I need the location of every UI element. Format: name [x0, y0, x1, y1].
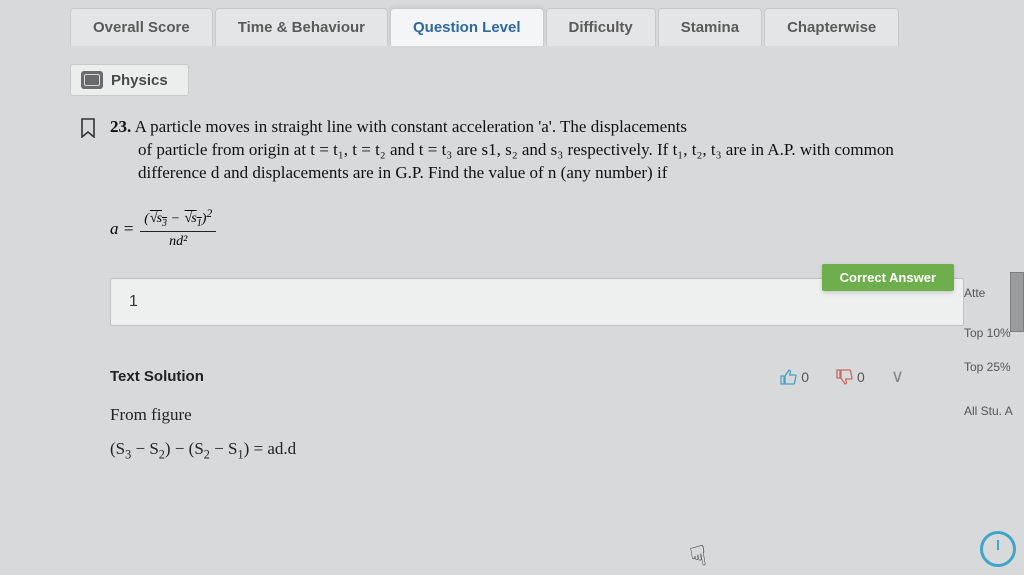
question-line-1: A particle moves in straight line with c…	[135, 117, 687, 136]
rail-label-top25: Top 25%	[960, 354, 1024, 380]
downvote-count: 0	[857, 369, 865, 385]
formula-lhs: a =	[110, 219, 134, 239]
collapse-icon[interactable]: ∨	[891, 366, 904, 387]
formula-numerator: (s3 − s1)2	[140, 207, 216, 232]
tab-chapterwise[interactable]: Chapterwise	[764, 8, 899, 46]
thumbs-down-icon	[835, 369, 853, 385]
question-line-2: of particle from origin at t = t₁, t = t…	[110, 139, 964, 185]
subject-label: Physics	[111, 72, 168, 89]
solution-title: Text Solution	[110, 368, 204, 385]
upvote-count: 0	[801, 369, 809, 385]
tab-time-behaviour[interactable]: Time & Behaviour	[215, 8, 388, 46]
subject-icon	[81, 71, 103, 89]
solution-body: From figure (S3 − S2) − (S2 − S1) = ad.d	[110, 405, 964, 462]
clock-icon[interactable]	[980, 531, 1016, 567]
tab-overall-score[interactable]: Overall Score	[70, 8, 213, 46]
tab-stamina[interactable]: Stamina	[658, 8, 762, 46]
formula-fraction: (s3 − s1)2 nd²	[140, 207, 216, 250]
subject-chip-physics[interactable]: Physics	[70, 64, 189, 96]
tab-question-level[interactable]: Question Level	[390, 8, 544, 46]
solution-line-2: (S3 − S2) − (S2 − S1) = ad.d	[110, 439, 964, 462]
subject-bar: Physics	[70, 64, 1024, 96]
report-tabs: Overall Score Time & Behaviour Question …	[0, 0, 1024, 46]
bookmark-icon[interactable]	[80, 118, 96, 138]
correct-answer-badge: Correct Answer	[822, 264, 954, 291]
formula-denominator: nd²	[169, 232, 187, 250]
solution-header: Text Solution 0 0 ∨	[110, 366, 964, 387]
question-number: 23.	[110, 117, 131, 136]
upvote-button[interactable]: 0	[779, 369, 809, 385]
vote-controls: 0 0 ∨	[779, 366, 904, 387]
question-area: 23. A particle moves in straight line wi…	[110, 116, 964, 463]
right-rail: Atte Top 10% Top 25% All Stu. A	[960, 280, 1024, 424]
question-text: 23. A particle moves in straight line wi…	[110, 116, 964, 185]
answer-row: Correct Answer 1	[110, 278, 964, 326]
thumbs-up-icon	[779, 369, 797, 385]
cursor-hand-icon: ☟	[687, 539, 710, 574]
downvote-button[interactable]: 0	[835, 369, 865, 385]
tab-difficulty[interactable]: Difficulty	[546, 8, 656, 46]
question-formula: a = (s3 − s1)2 nd²	[110, 207, 964, 250]
rail-label-allstu: All Stu. A	[960, 398, 1024, 424]
scrollbar-thumb[interactable]	[1010, 272, 1024, 332]
solution-line-1: From figure	[110, 405, 964, 425]
